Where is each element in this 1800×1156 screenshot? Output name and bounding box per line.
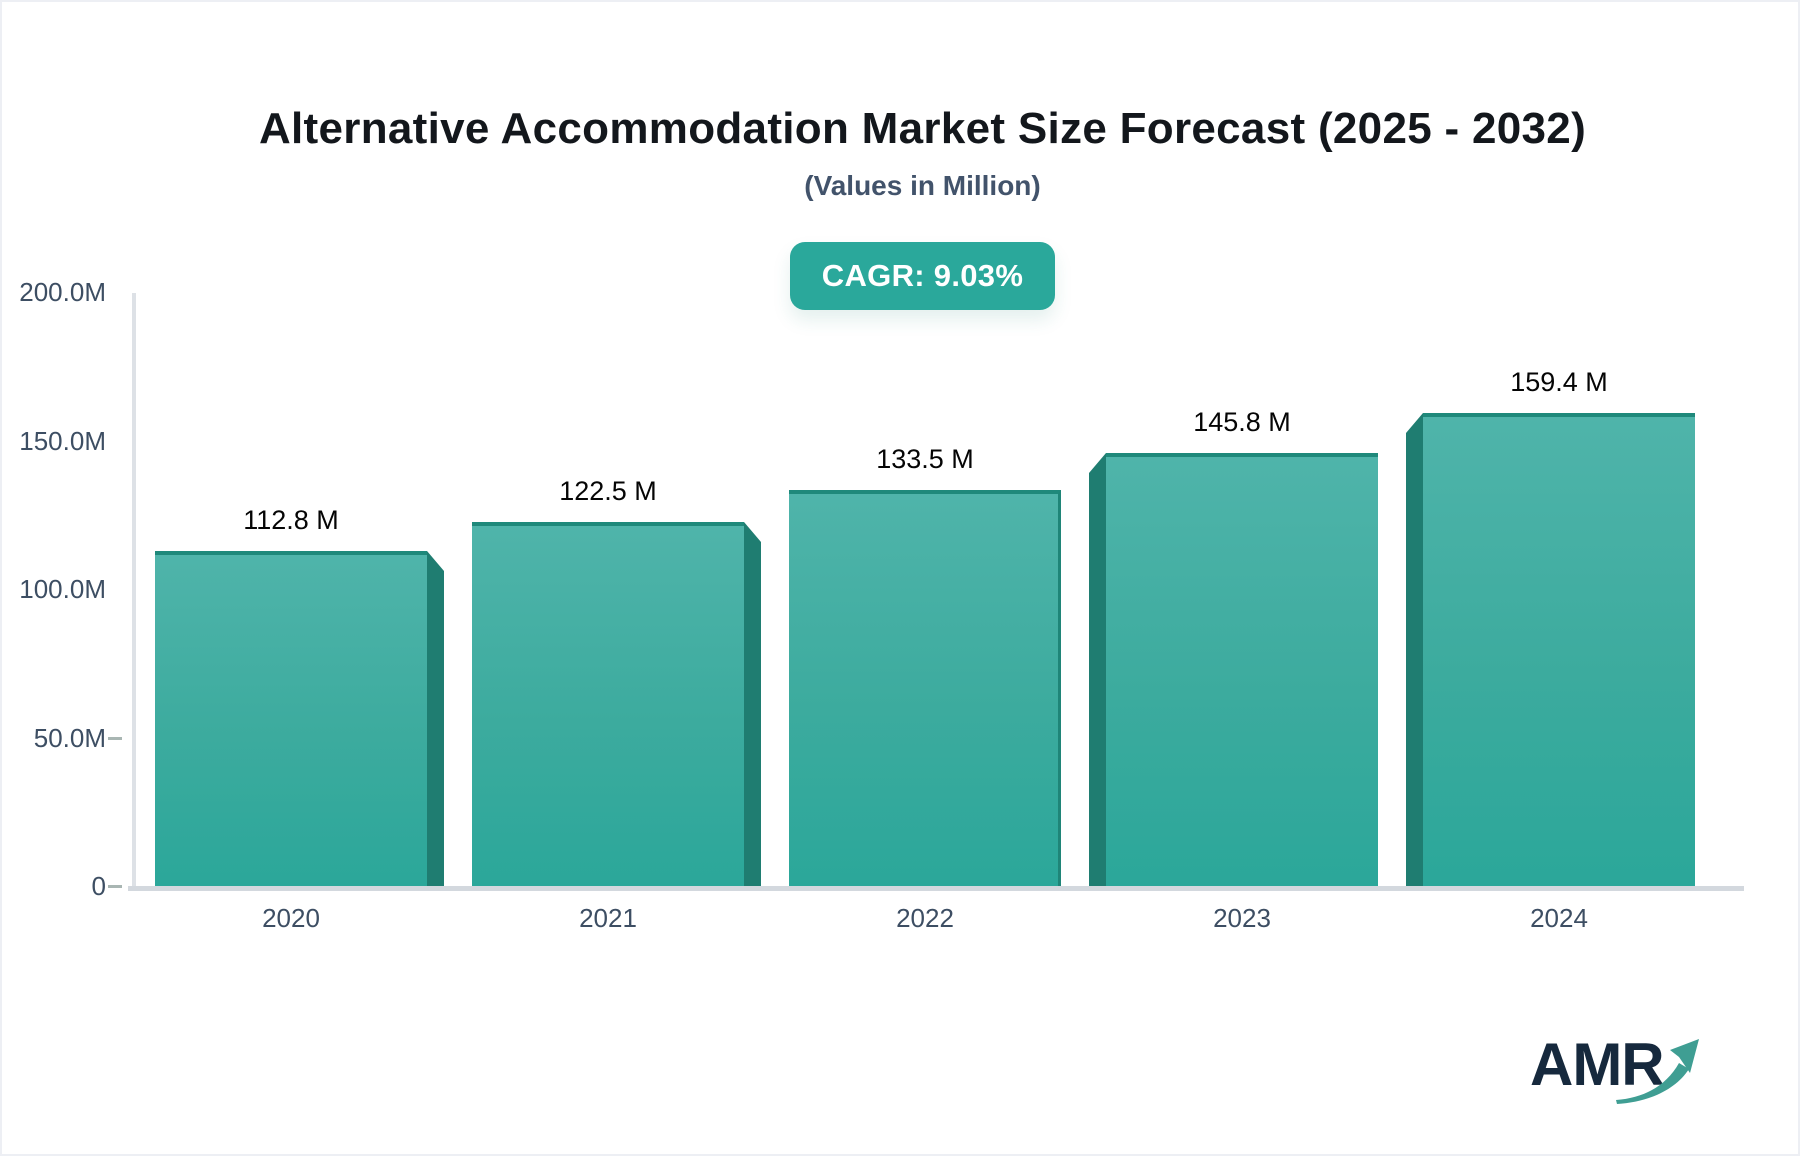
chart-header: Alternative Accommodation Market Size Fo… [62, 2, 1783, 310]
cagr-badge: CAGR: 9.03% [789, 242, 1056, 310]
bar-value-label-2024: 159.4 M [1510, 367, 1608, 397]
bar-side-face-2021 [744, 522, 761, 886]
y-tick-mark [108, 885, 122, 888]
x-tick-label-2023: 2023 [1213, 903, 1271, 933]
bar-side-face-2020 [427, 551, 444, 886]
bar-value-label-2020: 112.8 M [243, 505, 339, 535]
x-axis-baseline [128, 886, 1744, 891]
y-tick-mark [108, 736, 122, 740]
y-axis-line [132, 293, 136, 888]
chart-subtitle: (Values in Million) [804, 170, 1041, 201]
bar-side-face-2024 [1406, 413, 1423, 886]
amr-logo: AMR [1530, 1034, 1745, 1114]
x-tick-label-2020: 2020 [262, 903, 320, 933]
bar-value-label-2021: 122.5 M [559, 476, 657, 506]
bar-2021 [472, 522, 744, 886]
x-tick-label-2024: 2024 [1530, 903, 1588, 933]
bar-2022 [789, 490, 1061, 886]
y-tick-label-50.0M: 50.0M [33, 722, 106, 753]
x-tick-label-2022: 2022 [896, 903, 954, 933]
bar-value-label-2022: 133.5 M [876, 444, 974, 474]
y-tick-label-0: 0 [91, 871, 106, 901]
bar-side-face-2023 [1089, 453, 1106, 886]
y-tick-label-150.0M: 150.0M [19, 425, 106, 456]
chart-title: Alternative Accommodation Market Size Fo… [258, 104, 1587, 153]
bar-value-label-2023: 145.8 M [1193, 407, 1291, 437]
y-tick-label-200.0M: 200.0M [19, 277, 106, 307]
bar-2020 [155, 551, 427, 886]
bar-2024 [1423, 413, 1695, 886]
y-tick-label-100.0M: 100.0M [19, 574, 106, 604]
growth-arrow-icon [1616, 1039, 1699, 1104]
bar-2023 [1106, 453, 1378, 886]
x-tick-label-2021: 2021 [579, 903, 637, 933]
amr-logo-text: AMR [1530, 1031, 1665, 1098]
